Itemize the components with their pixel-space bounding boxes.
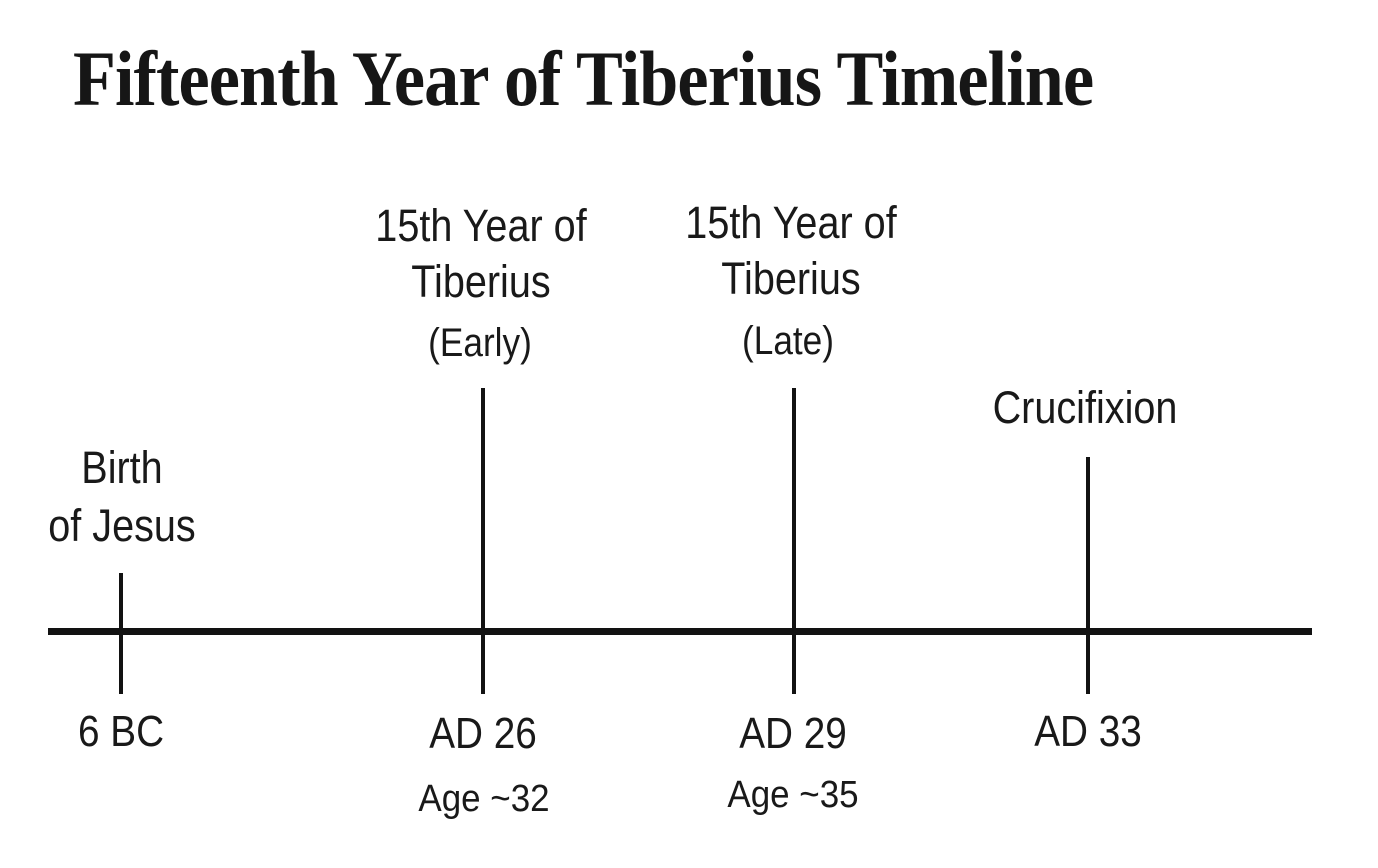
label-line: 15th Year of xyxy=(375,200,587,251)
tick-tiberius-late xyxy=(792,388,796,694)
figure-title: Fifteenth Year of Tiberius Timeline xyxy=(73,35,1094,122)
date-label-ad33: AD 33 xyxy=(1034,707,1142,756)
event-label-crucifixion: Crucifixion xyxy=(993,380,1178,436)
label-line: 15th Year of xyxy=(685,197,897,248)
timeline-axis xyxy=(48,628,1312,635)
event-label-tiberius-early: 15th Year of Tiberius xyxy=(375,198,586,310)
label-line: Tiberius xyxy=(411,256,551,307)
label-line: Tiberius xyxy=(721,253,861,304)
date-label-ad29: AD 29 xyxy=(739,709,847,758)
label-line: Birth xyxy=(81,442,163,493)
tick-birth-of-jesus xyxy=(119,573,123,694)
event-sublabel-early: (Early) xyxy=(428,321,532,365)
date-label-6bc: 6 BC xyxy=(77,707,165,756)
event-sublabel-late: (Late) xyxy=(742,319,834,363)
label-line: of Jesus xyxy=(48,500,196,551)
tick-tiberius-early xyxy=(481,388,485,694)
date-label-ad26: AD 26 xyxy=(429,709,537,758)
event-label-tiberius-late: 15th Year of Tiberius xyxy=(685,195,896,307)
tick-crucifixion xyxy=(1086,457,1090,694)
age-label-ad29: Age ~35 xyxy=(727,774,859,816)
label-line: Crucifixion xyxy=(992,382,1178,433)
event-label-birth-of-jesus: Birth of Jesus xyxy=(48,439,195,555)
age-label-ad26: Age ~32 xyxy=(418,778,550,820)
